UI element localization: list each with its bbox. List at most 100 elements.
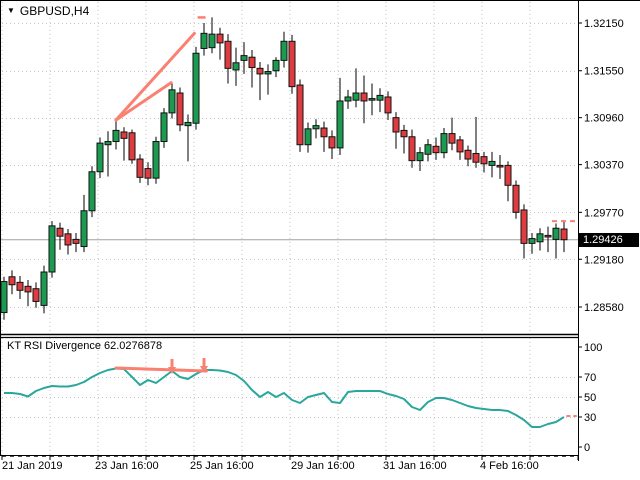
- bear-candle-body: [224, 40, 232, 69]
- price-axis-label: 1.31550: [584, 66, 624, 78]
- candle: [272, 57, 280, 78]
- candle: [56, 222, 64, 250]
- candle: [224, 34, 232, 84]
- candle: [200, 23, 208, 56]
- bear-candle-body: [8, 276, 16, 286]
- candle: [464, 145, 472, 167]
- candle: [240, 42, 248, 74]
- bull-candle-body: [184, 121, 192, 127]
- rsi-indicator: [4, 358, 577, 428]
- candle: [304, 122, 312, 153]
- bull-candle-body: [264, 71, 272, 75]
- down-arrow-icon: [168, 359, 176, 374]
- bull-candle-body: [96, 142, 104, 173]
- candle: [256, 61, 264, 101]
- time-axis-label: 31 Jan 16:00: [383, 460, 447, 472]
- candle: [128, 129, 136, 164]
- bull-candle-body: [352, 92, 360, 101]
- price-axis-label: 1.29180: [584, 254, 624, 266]
- bull-candle-body: [440, 133, 448, 154]
- bear-candle-body: [328, 136, 336, 149]
- candle: [536, 228, 544, 251]
- bear-candle-body: [408, 136, 416, 162]
- bear-candle-body: [248, 56, 256, 69]
- candle: [72, 233, 80, 253]
- rsi-axis-label: 0: [584, 442, 590, 454]
- candle: [488, 151, 496, 178]
- bear-candle-body: [472, 152, 480, 163]
- candle: [248, 50, 256, 88]
- candle: [520, 204, 528, 259]
- bull-candle-body: [232, 62, 240, 71]
- candle: [504, 161, 512, 202]
- bear-candle-body: [24, 285, 32, 293]
- bear-candle-body: [176, 92, 184, 126]
- candle: [232, 47, 240, 86]
- candle: [176, 87, 184, 132]
- candle: [320, 121, 328, 152]
- candle: [264, 64, 272, 95]
- candle: [352, 68, 360, 108]
- candle: [416, 147, 424, 171]
- bear-candle-body: [448, 133, 456, 144]
- candle: [560, 220, 568, 253]
- bull-candle-body: [48, 225, 56, 273]
- bear-candle-body: [560, 228, 568, 241]
- bear-candle-body: [520, 209, 528, 244]
- candle: [376, 88, 384, 113]
- bull-candle-body: [416, 152, 424, 162]
- bull-candle-body: [536, 233, 544, 243]
- candle: [328, 130, 336, 160]
- bull-candle-body: [424, 144, 432, 155]
- price-axis-label: 1.30370: [584, 160, 624, 172]
- rsi-divergence-line[interactable]: [114, 366, 208, 373]
- candle: [120, 127, 128, 161]
- bear-candle-body: [64, 233, 72, 246]
- indicator-title: KT RSI Divergence 62.0276878: [7, 340, 163, 352]
- bear-candle-body: [456, 139, 464, 153]
- candle: [344, 89, 352, 109]
- candle: [160, 108, 168, 148]
- candle: [296, 79, 304, 152]
- price-axis-label: 1.30960: [584, 113, 624, 125]
- trendline[interactable]: [114, 31, 196, 122]
- bear-candle-body: [496, 164, 504, 168]
- bear-candle-body: [480, 156, 488, 165]
- bull-candle-body: [280, 40, 288, 61]
- bull-candle-body: [168, 89, 176, 114]
- trendline[interactable]: [114, 81, 173, 122]
- bull-candle-body: [528, 238, 536, 244]
- time-axis-label: 23 Jan 16:00: [95, 460, 159, 472]
- candle: [496, 155, 504, 179]
- time-axis-label: 29 Jan 16:00: [291, 460, 355, 472]
- bear-candle-body: [504, 164, 512, 186]
- candle: [400, 124, 408, 154]
- candle: [552, 223, 560, 259]
- candle: [408, 129, 416, 168]
- bull-candle-body: [160, 112, 168, 143]
- bull-candle-body: [192, 52, 200, 124]
- bull-candle-body: [344, 96, 352, 102]
- candle: [528, 233, 536, 254]
- candle: [168, 82, 176, 119]
- candle: [16, 275, 24, 300]
- bear-candle-body: [392, 117, 400, 133]
- candle: [144, 162, 152, 186]
- candle: [184, 114, 192, 162]
- bear-candle-body: [384, 96, 392, 114]
- bull-candle-body: [88, 171, 96, 212]
- bear-candle-body: [72, 238, 80, 244]
- candle: [384, 91, 392, 121]
- price-axis-label: 1.32150: [584, 18, 624, 30]
- candle: [368, 83, 376, 116]
- candle: [216, 27, 224, 60]
- rsi-axis-label: 70: [584, 372, 596, 384]
- bull-candle-body: [240, 55, 248, 61]
- candle: [336, 77, 344, 156]
- bear-candle-body: [296, 84, 304, 146]
- bear-candle-body: [288, 40, 296, 88]
- bull-candle-body: [152, 141, 160, 179]
- current-price-badge: 1.29426: [579, 233, 639, 247]
